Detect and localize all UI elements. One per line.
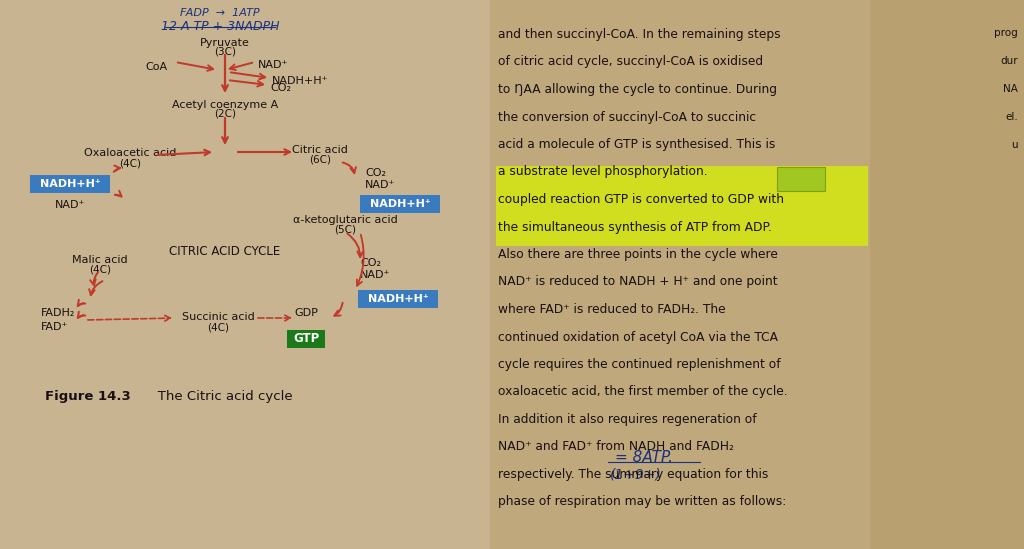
Text: NAD⁺ and FAD⁺ from NADH and FADH₂: NAD⁺ and FAD⁺ from NADH and FADH₂: [498, 440, 734, 453]
Text: (4C): (4C): [89, 265, 111, 275]
Text: el.: el.: [1006, 112, 1018, 122]
Text: continued oxidation of acetyl CoA via the TCA: continued oxidation of acetyl CoA via th…: [498, 330, 778, 344]
Text: FADH₂: FADH₂: [41, 308, 75, 318]
Text: Also there are three points in the cycle where: Also there are three points in the cycle…: [498, 248, 778, 261]
Text: (1+9+): (1+9+): [610, 468, 662, 482]
Text: NAD⁺: NAD⁺: [360, 270, 390, 280]
Text: of citric acid cycle, succinyl-CoA is oxidised: of citric acid cycle, succinyl-CoA is ox…: [498, 55, 763, 69]
Text: NAD⁺: NAD⁺: [365, 180, 395, 190]
FancyBboxPatch shape: [777, 166, 825, 191]
Text: acid a molecule of GTP is synthesised. This is: acid a molecule of GTP is synthesised. T…: [498, 138, 775, 151]
Text: Citric acid: Citric acid: [292, 145, 348, 155]
Text: (4C): (4C): [207, 322, 229, 332]
Text: NAD⁺: NAD⁺: [258, 60, 289, 70]
Text: where FAD⁺ is reduced to FADH₂. The: where FAD⁺ is reduced to FADH₂. The: [498, 303, 726, 316]
Text: and then succinyl-CoA. In the remaining steps: and then succinyl-CoA. In the remaining …: [498, 28, 780, 41]
Text: the simultaneous synthesis of ATP from ADP.: the simultaneous synthesis of ATP from A…: [498, 221, 772, 233]
FancyBboxPatch shape: [496, 165, 868, 246]
Text: Pyruvate: Pyruvate: [200, 38, 250, 48]
Text: α-ketoglutaric acid: α-ketoglutaric acid: [293, 215, 397, 225]
Text: (5C): (5C): [334, 225, 356, 235]
Text: cycle requires the continued replenishment of: cycle requires the continued replenishme…: [498, 358, 780, 371]
Polygon shape: [0, 0, 490, 549]
Text: Oxaloacetic acid: Oxaloacetic acid: [84, 148, 176, 158]
Text: GDP: GDP: [294, 308, 317, 318]
Text: NAD⁺ is reduced to NADH + H⁺ and one point: NAD⁺ is reduced to NADH + H⁺ and one poi…: [498, 276, 777, 289]
Text: Malic acid: Malic acid: [72, 255, 128, 265]
Text: CoA: CoA: [145, 62, 168, 72]
Text: NADH+H⁺: NADH+H⁺: [272, 76, 329, 86]
Text: Acetyl coenzyme A: Acetyl coenzyme A: [172, 100, 279, 110]
Text: FADP  →  1ATP: FADP → 1ATP: [180, 8, 260, 18]
Text: CO₂: CO₂: [360, 258, 381, 268]
Text: (2C): (2C): [214, 109, 236, 119]
Text: to ŊAA allowing the cycle to continue. During: to ŊAA allowing the cycle to continue. D…: [498, 83, 777, 96]
FancyBboxPatch shape: [287, 330, 325, 348]
Text: u: u: [1012, 140, 1018, 150]
Text: the conversion of succinyl-CoA to succinic: the conversion of succinyl-CoA to succin…: [498, 110, 756, 124]
Text: oxaloacetic acid, the first member of the cycle.: oxaloacetic acid, the first member of th…: [498, 385, 787, 399]
Text: In addition it also requires regeneration of: In addition it also requires regeneratio…: [498, 413, 757, 426]
Text: (3C): (3C): [214, 47, 236, 57]
Text: GTP: GTP: [293, 333, 319, 345]
Text: dur: dur: [1000, 56, 1018, 66]
Text: FAD⁺: FAD⁺: [41, 322, 69, 332]
Text: prog: prog: [994, 28, 1018, 38]
Text: = 8ATP.: = 8ATP.: [615, 450, 673, 465]
Text: a substrate level phosphorylation.: a substrate level phosphorylation.: [498, 165, 708, 178]
Text: NA: NA: [1004, 84, 1018, 94]
Text: CO₂: CO₂: [365, 168, 386, 178]
Text: phase of respiration may be written as follows:: phase of respiration may be written as f…: [498, 496, 786, 508]
FancyBboxPatch shape: [358, 290, 438, 308]
Text: Succinic acid: Succinic acid: [181, 312, 254, 322]
Text: (6C): (6C): [309, 155, 331, 165]
Text: NADH+H⁺: NADH+H⁺: [368, 294, 428, 304]
Polygon shape: [490, 0, 870, 549]
Text: NADH+H⁺: NADH+H⁺: [40, 179, 100, 189]
Text: 12 A TP + 3NADPH: 12 A TP + 3NADPH: [161, 20, 280, 33]
Text: respectively. The summary equation for this: respectively. The summary equation for t…: [498, 468, 768, 481]
Text: coupled reaction GTP is converted to GDP with: coupled reaction GTP is converted to GDP…: [498, 193, 784, 206]
Text: CO₂: CO₂: [270, 83, 291, 93]
Text: (4C): (4C): [119, 158, 141, 168]
FancyBboxPatch shape: [30, 175, 110, 193]
Polygon shape: [870, 0, 1024, 549]
Text: NADH+H⁺: NADH+H⁺: [370, 199, 430, 209]
Text: NAD⁺: NAD⁺: [55, 200, 85, 210]
Text: CITRIC ACID CYCLE: CITRIC ACID CYCLE: [169, 245, 281, 258]
Text: The Citric acid cycle: The Citric acid cycle: [145, 390, 293, 403]
Text: Figure 14.3: Figure 14.3: [45, 390, 131, 403]
FancyBboxPatch shape: [360, 195, 440, 213]
